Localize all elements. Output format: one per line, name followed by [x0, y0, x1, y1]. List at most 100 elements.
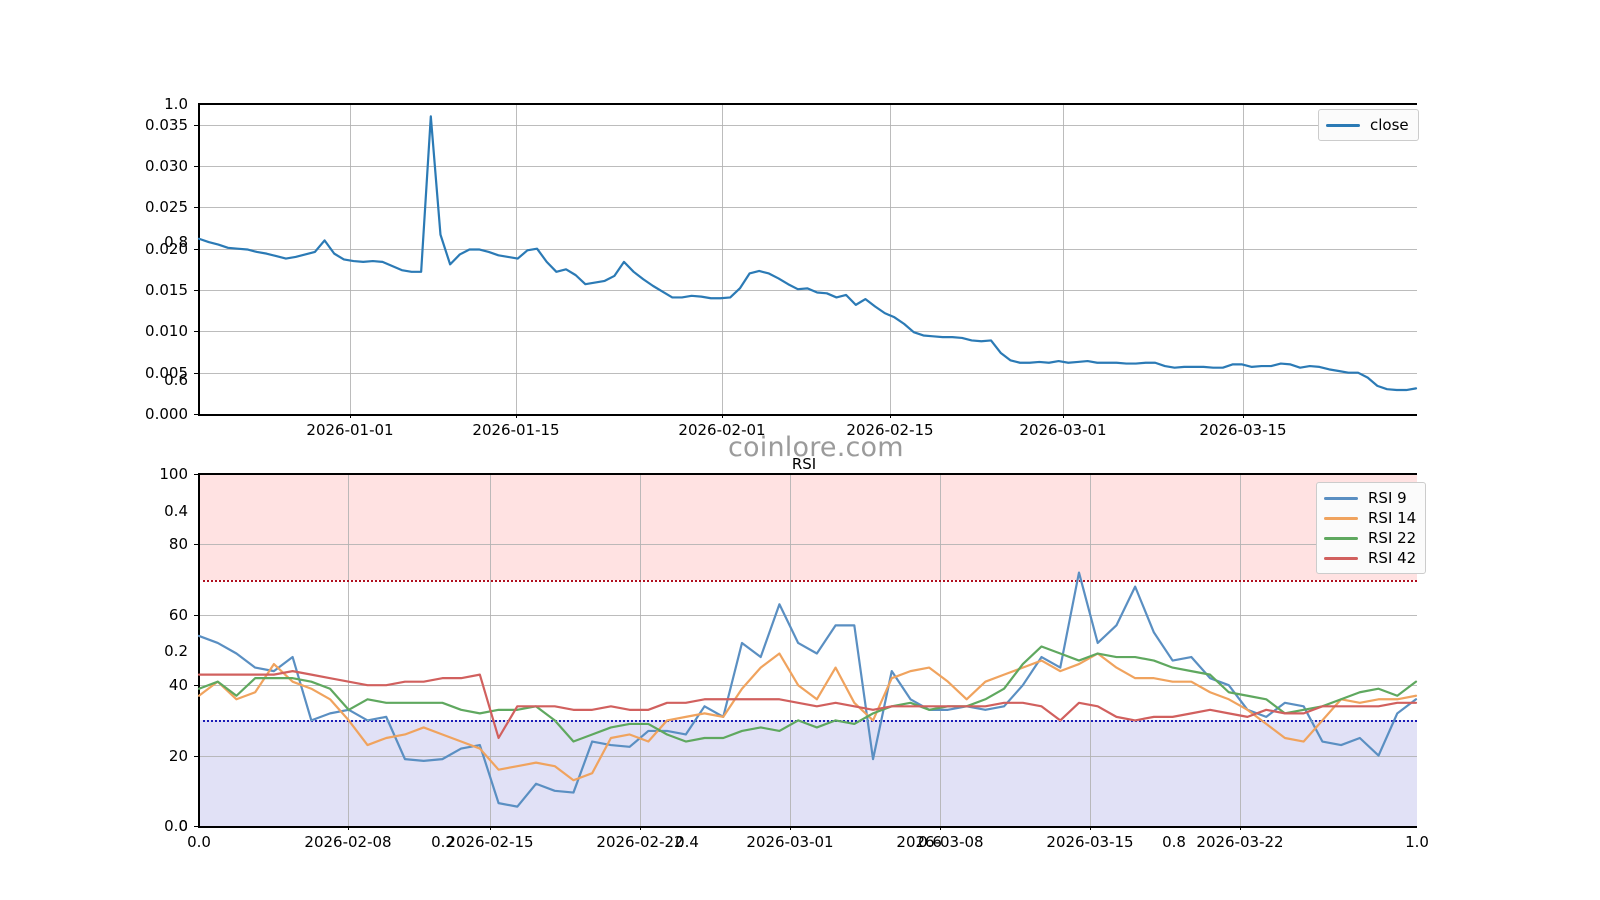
rsi-oversold-line — [198, 720, 1417, 722]
price-y-tick-label: 0.020 — [145, 239, 188, 258]
rsi-oversold-band — [198, 720, 1417, 826]
price-gridline-vertical — [350, 104, 351, 414]
rsi-x-tick-label-secondary: 0.2 — [431, 833, 455, 851]
price-gridline-vertical — [1243, 104, 1244, 414]
price-x-tickmark — [722, 414, 723, 418]
price-x-tickmark — [516, 414, 517, 418]
price-y-tick-label-secondary: 1.0 — [164, 95, 188, 113]
legend-label: RSI 42 — [1368, 548, 1417, 567]
price-y-tick-label: 0.025 — [145, 198, 188, 217]
price-x-tick-label: 2026-01-01 — [306, 421, 394, 439]
price-y-tick-label: 0.010 — [145, 322, 188, 341]
price-y-tick-label-secondary: 0.8 — [164, 233, 188, 251]
rsi-gridline-vertical — [348, 474, 349, 826]
legend-line-swatch — [1324, 516, 1358, 520]
rsi-x-tickmark — [1090, 826, 1091, 830]
rsi-y-tickmark — [194, 755, 198, 757]
rsi-x-tick-label: 2026-03-22 — [1196, 833, 1284, 851]
legend-label: RSI 22 — [1368, 528, 1417, 547]
watermark: coinlore.com — [728, 432, 904, 463]
legend-line-swatch — [1326, 123, 1360, 127]
rsi-y-tick-label-secondary: 0.2 — [164, 642, 188, 660]
rsi-x-tick-label: 2026-02-08 — [304, 833, 392, 851]
rsi-x-tick-label-secondary: 0.0 — [187, 833, 211, 851]
rsi-y-tickmark — [194, 474, 198, 475]
rsi-y-tickmark — [194, 544, 198, 546]
rsi-axis-left-spine — [198, 474, 200, 827]
rsi-x-tick-label-secondary: 0.4 — [675, 833, 699, 851]
price-legend[interactable]: close — [1318, 109, 1419, 141]
price-gridline-vertical — [890, 104, 891, 414]
rsi-y-tick-label: 60 — [168, 605, 188, 624]
price-x-tickmark — [1063, 414, 1064, 418]
price-y-tick-label: 0.015 — [145, 281, 188, 299]
price-x-tickmark — [890, 414, 891, 418]
legend-row-rsi-14: RSI 14 — [1324, 508, 1416, 528]
rsi-gridline-horizontal — [198, 685, 1417, 687]
rsi-x-tick-label: 2026-03-01 — [746, 833, 834, 851]
rsi-y-tick-label: 80 — [168, 535, 188, 554]
rsi-gridline-horizontal — [198, 544, 1417, 546]
rsi-x-tick-label-secondary: 1.0 — [1405, 833, 1429, 851]
price-x-tick-label: 2026-02-15 — [846, 421, 934, 439]
legend-row-close: close — [1326, 115, 1409, 135]
rsi-x-tick-label: 2026-02-15 — [446, 833, 534, 851]
price-y-tickmark — [194, 207, 198, 209]
price-gridline-horizontal — [198, 372, 1417, 374]
rsi-gridline-horizontal — [198, 474, 1417, 475]
price-plot-area — [198, 104, 1417, 414]
rsi-x-tickmark — [940, 826, 941, 830]
rsi-x-tick-label: 2026-03-08 — [896, 833, 984, 851]
price-series-svg — [197, 115, 1418, 392]
rsi-title: RSI — [791, 455, 817, 473]
legend-line-swatch — [1324, 536, 1358, 540]
price-y-tickmark — [194, 331, 198, 333]
legend-line-swatch — [1324, 496, 1358, 500]
price-y-tickmark — [194, 248, 198, 250]
price-y-tick-label: 0.035 — [145, 115, 188, 134]
rsi-gridline-vertical — [940, 474, 941, 826]
rsi-overbought-line — [198, 580, 1417, 582]
rsi-y-tickmark — [194, 826, 198, 827]
rsi-y-tick-label: 0 — [178, 817, 188, 835]
rsi-y-tick-label: 100 — [159, 465, 188, 483]
price-y-tickmark — [194, 290, 198, 291]
price-y-tickmark — [194, 414, 198, 415]
rsi-x-tickmark — [348, 826, 349, 830]
price-gridline-vertical — [722, 104, 723, 414]
rsi-y-tickmark — [194, 614, 198, 616]
price-gridline-horizontal — [198, 290, 1417, 291]
price-y-tick-label: 0.030 — [145, 157, 188, 175]
price-x-tick-label: 2026-01-15 — [472, 421, 560, 439]
rsi-x-tickmark — [490, 826, 491, 830]
rsi-y-tickmark — [194, 685, 198, 687]
price-y-tickmark — [194, 166, 198, 167]
legend-row-rsi-42: RSI 42 — [1324, 548, 1416, 568]
rsi-gridline-vertical — [790, 474, 791, 826]
rsi-series-svg — [197, 571, 1418, 808]
rsi-y-tick-label-secondary: 0.4 — [164, 502, 188, 520]
rsi-x-tick-label: 2026-03-15 — [1046, 833, 1134, 851]
price-x-tickmark — [350, 414, 351, 418]
rsi-y-tick-label-secondary: 0.0 — [164, 817, 188, 835]
rsi-gridline-vertical — [640, 474, 641, 826]
price-axis-left-spine — [198, 104, 200, 415]
rsi-gridline-horizontal — [198, 755, 1417, 757]
rsi-overbought-band — [198, 474, 1417, 580]
price-x-tick-label: 2026-03-15 — [1199, 421, 1287, 439]
rsi-legend[interactable]: RSI 9 RSI 14 RSI 22 RSI 42 — [1316, 482, 1427, 574]
rsi-x-tick-label-secondary: 0.8 — [1162, 833, 1186, 851]
price-x-tick-label: 2026-03-01 — [1019, 421, 1107, 439]
rsi-chart-panel: RSI 0 20 40 60 80 100 0.0 0.2 0.4 2026-02-08 202… — [0, 440, 1600, 900]
legend-row-rsi-22: RSI 22 — [1324, 528, 1416, 548]
price-gridline-horizontal — [198, 331, 1417, 333]
rsi-gridline-vertical — [490, 474, 491, 826]
rsi-gridline-horizontal — [198, 614, 1417, 616]
rsi-axis-top-spine — [198, 473, 1417, 475]
price-gridline-horizontal — [198, 248, 1417, 250]
price-x-tick-label: 2026-02-01 — [678, 421, 766, 439]
price-gridline-horizontal — [198, 207, 1417, 209]
rsi-x-tickmark — [790, 826, 791, 830]
legend-label: RSI 14 — [1368, 508, 1417, 527]
price-y-tick-label-secondary: 0.6 — [164, 371, 188, 389]
